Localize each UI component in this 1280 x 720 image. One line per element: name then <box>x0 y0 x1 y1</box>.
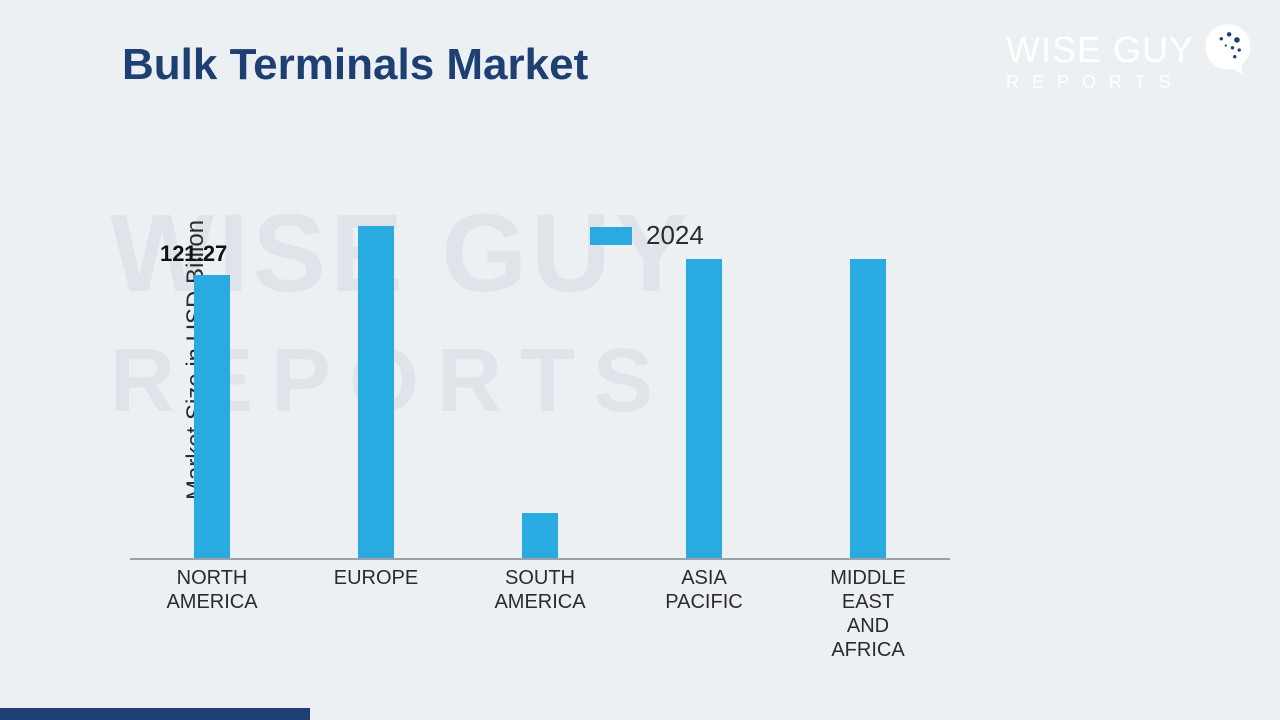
bar-wrap <box>458 513 622 560</box>
footer-strip <box>0 708 310 720</box>
x-axis-label: EUROPE <box>294 566 458 662</box>
bar <box>522 513 558 560</box>
x-axis-label: ASIAPACIFIC <box>622 566 786 662</box>
plot-area: 121.27 <box>130 160 950 560</box>
brand-head-icon <box>1200 22 1256 78</box>
bar <box>194 275 230 560</box>
x-axis-line <box>130 558 950 560</box>
chart-title: Bulk Terminals Market <box>122 40 588 90</box>
brand-logo: WISE GUY REPORTS <box>1006 22 1256 93</box>
bar <box>850 259 886 560</box>
x-axis-label: SOUTHAMERICA <box>458 566 622 662</box>
bar-wrap <box>294 226 458 560</box>
brand-top: WISE GUY <box>1006 29 1194 71</box>
bar-wrap <box>622 259 786 560</box>
bar-wrap <box>786 259 950 560</box>
x-axis-label: MIDDLEEASTANDAFRICA <box>786 566 950 662</box>
bar <box>686 259 722 560</box>
bars-container <box>130 160 950 560</box>
chart-canvas: WISE GUY REPORTS WISE GUY REPORTS Bulk T… <box>0 0 1280 720</box>
bar <box>358 226 394 560</box>
bar-value-label: 121.27 <box>160 241 227 267</box>
x-axis-labels: NORTHAMERICAEUROPESOUTHAMERICAASIAPACIFI… <box>130 566 950 662</box>
bar-wrap <box>130 275 294 560</box>
x-axis-label: NORTHAMERICA <box>130 566 294 662</box>
